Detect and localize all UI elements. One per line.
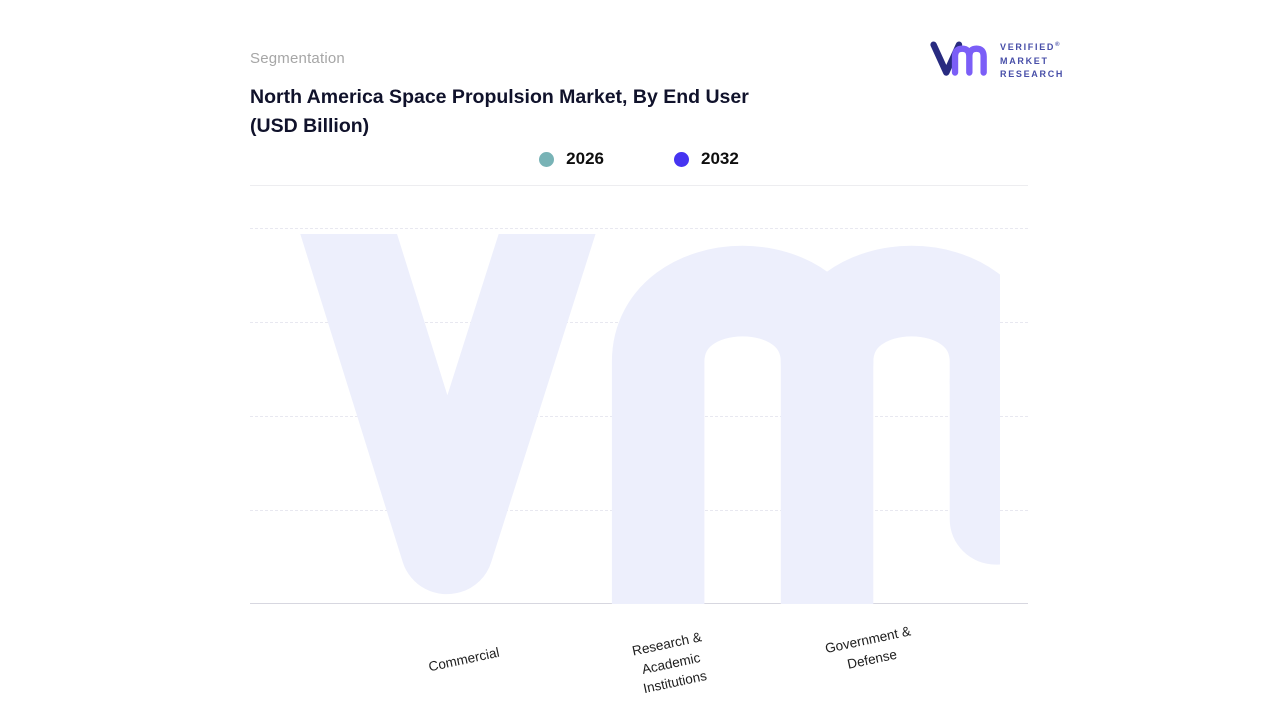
brand-line-market: MARKET xyxy=(1000,55,1049,66)
brand-logo: VERIFIED® MARKET RESEARCH xyxy=(928,36,1064,87)
header-divider xyxy=(250,185,1028,186)
eyebrow-segmentation: Segmentation xyxy=(250,50,345,67)
legend-dot-2032 xyxy=(674,151,689,167)
legend-item-2032: 2032 xyxy=(674,149,739,169)
vm-watermark-icon xyxy=(266,234,1000,604)
chart-title-line1: North America Space Propulsion Market, B… xyxy=(250,86,749,108)
chart-legend: 2026 2032 xyxy=(250,149,1028,169)
legend-item-2026: 2026 xyxy=(539,149,604,169)
brand-wordmark: VERIFIED® MARKET RESEARCH xyxy=(1000,41,1064,83)
chart-title-line2: (USD Billion) xyxy=(250,115,370,137)
x-axis-labels: Commercial Research & Academic Instituti… xyxy=(250,604,1028,714)
legend-dot-2026 xyxy=(539,151,555,167)
brand-line-verified: VERIFIED® xyxy=(1000,41,1060,52)
registered-mark: ® xyxy=(1055,41,1060,48)
x-label-research-academic: Research & Academic Institutions xyxy=(630,629,708,697)
x-label-government-defense: Government & Defense xyxy=(823,623,913,672)
brand-line-research: RESEARCH xyxy=(1000,69,1065,80)
chart-title: North America Space Propulsion Market, B… xyxy=(250,83,890,141)
gridline xyxy=(250,228,1028,229)
x-label-commercial: Commercial xyxy=(427,644,501,675)
legend-label-2032: 2032 xyxy=(701,149,739,168)
vmr-logo-icon xyxy=(928,36,990,87)
plot-area xyxy=(250,228,1028,604)
legend-label-2026: 2026 xyxy=(566,149,604,168)
